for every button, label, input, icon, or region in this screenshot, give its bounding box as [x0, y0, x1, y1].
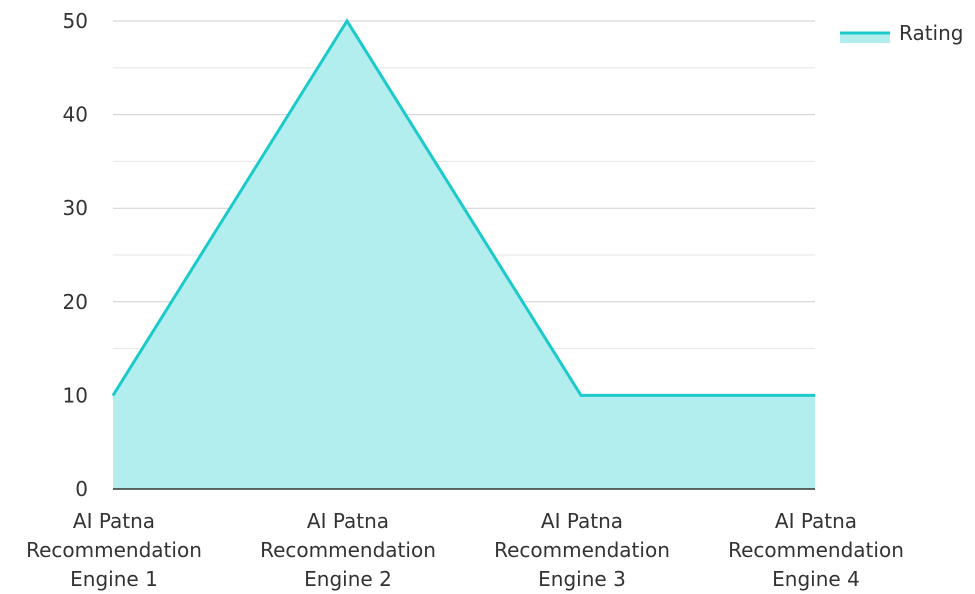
x-tick-label-line: Engine 2 [304, 567, 392, 591]
series-area [111, 18, 816, 489]
x-tick-label-line: Engine 3 [538, 567, 626, 591]
x-tick-label-line: Engine 4 [772, 567, 860, 591]
legend: Rating [840, 21, 963, 45]
x-tick-label-line: AI Patna [307, 509, 389, 533]
x-tick-label: AI Patna Recommendation Engine 2 [260, 509, 436, 591]
legend-swatch-fill [840, 32, 890, 43]
x-tick-label: AI Patna Recommendation Engine 3 [494, 509, 670, 591]
data-point-4 [814, 394, 816, 396]
y-tick-label: 50 [63, 9, 88, 33]
y-tick-label: 20 [63, 290, 88, 314]
area-fill-rating [113, 21, 815, 489]
y-axis-tick-labels: 0 10 20 30 40 50 [63, 9, 88, 501]
data-point-3 [580, 394, 582, 396]
data-point-1 [112, 394, 114, 396]
x-tick-label-line: Recommendation [260, 538, 436, 562]
x-tick-label-line: Recommendation [26, 538, 202, 562]
x-tick-label: AI Patna Recommendation Engine 4 [728, 509, 904, 591]
y-tick-label: 40 [63, 103, 88, 127]
data-point-2 [346, 20, 348, 22]
x-tick-label: AI Patna Recommendation Engine 1 [26, 509, 202, 591]
y-tick-label: 30 [63, 196, 88, 220]
x-axis-tick-labels: AI Patna Recommendation Engine 1 AI Patna Re… [26, 509, 904, 591]
x-tick-label-line: AI Patna [541, 509, 623, 533]
y-tick-label: 10 [63, 383, 88, 407]
x-tick-label-line: Engine 1 [70, 567, 158, 591]
x-tick-label-line: AI Patna [775, 509, 857, 533]
y-tick-label: 0 [75, 477, 88, 501]
x-tick-label-line: Recommendation [494, 538, 670, 562]
x-tick-label-line: AI Patna [73, 509, 155, 533]
legend-label-rating: Rating [899, 21, 963, 45]
series-line-rating [111, 18, 815, 397]
x-tick-label-line: Recommendation [728, 538, 904, 562]
